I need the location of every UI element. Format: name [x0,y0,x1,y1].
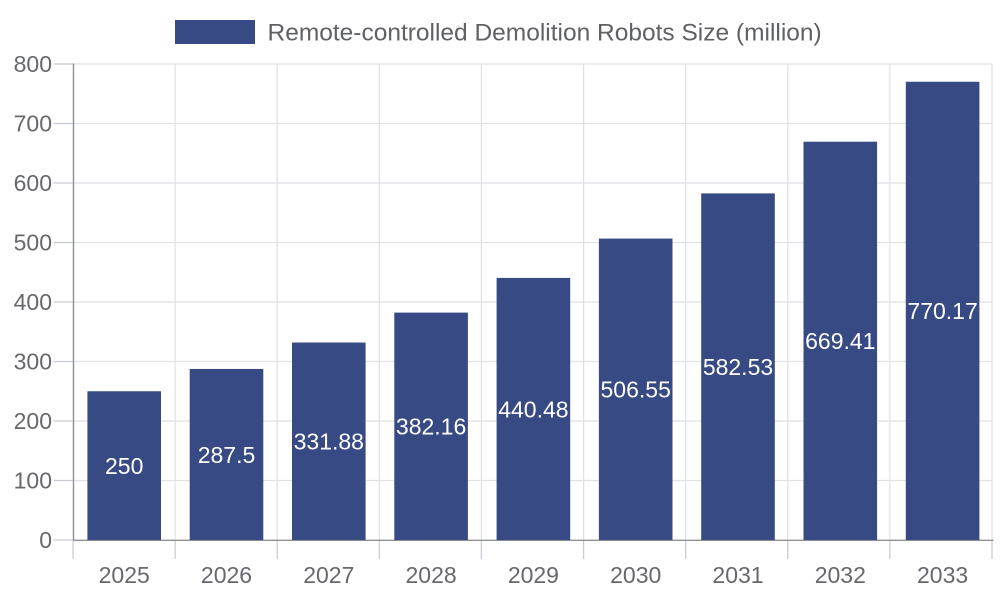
svg-text:440.48: 440.48 [498,396,568,422]
svg-text:582.53: 582.53 [703,354,773,380]
svg-text:2029: 2029 [508,562,559,588]
svg-text:331.88: 331.88 [294,429,364,455]
svg-text:600: 600 [14,170,52,196]
svg-text:669.41: 669.41 [805,328,875,354]
svg-text:400: 400 [14,289,52,315]
svg-text:2031: 2031 [712,562,763,588]
svg-text:382.16: 382.16 [396,414,466,440]
svg-text:100: 100 [14,468,52,494]
svg-text:200: 200 [14,408,52,434]
svg-text:2032: 2032 [815,562,866,588]
svg-text:2028: 2028 [406,562,457,588]
svg-text:770.17: 770.17 [907,298,977,324]
svg-text:2033: 2033 [917,562,968,588]
svg-text:287.5: 287.5 [198,442,256,468]
svg-text:250: 250 [105,453,143,479]
svg-text:2026: 2026 [201,562,252,588]
svg-text:0: 0 [39,527,52,553]
svg-text:700: 700 [14,111,52,137]
svg-text:2027: 2027 [303,562,354,588]
svg-text:506.55: 506.55 [601,377,671,403]
svg-text:800: 800 [14,51,52,77]
svg-text:2030: 2030 [610,562,661,588]
svg-text:300: 300 [14,349,52,375]
svg-text:2025: 2025 [99,562,150,588]
svg-text:Remote-controlled Demolition R: Remote-controlled Demolition Robots Size… [268,20,822,47]
svg-text:500: 500 [14,230,52,256]
